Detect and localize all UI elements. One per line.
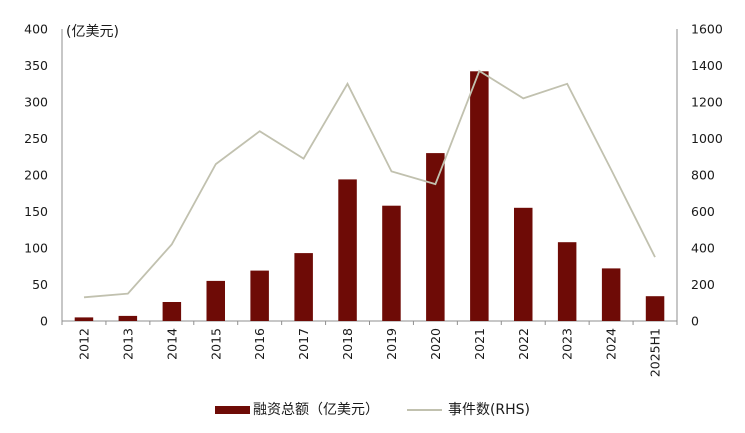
x-axis-label: 2024	[604, 328, 619, 360]
y-axis-label-right: 800	[691, 168, 715, 183]
x-axis-label: 2012	[76, 328, 91, 360]
bar-2019	[382, 205, 401, 321]
x-axis-label: 2022	[516, 328, 531, 360]
legend-bar-swatch	[214, 406, 250, 414]
bar-2018	[338, 179, 357, 321]
y-axis-label-left: 400	[24, 22, 48, 37]
legend-line-label: 事件数(RHS)	[447, 402, 531, 418]
y-axis-label-left: 300	[24, 95, 48, 110]
bar-2025H1	[645, 296, 665, 321]
legend-line-swatch	[406, 409, 442, 411]
y-axis-label-left: 350	[24, 58, 48, 73]
events-line	[83, 69, 656, 299]
y-axis-label-right: 400	[691, 241, 715, 256]
bar-2021	[470, 71, 489, 321]
y-axis-label-right: 1600	[691, 22, 723, 37]
y-axis-label-left: 50	[32, 277, 48, 292]
y-axis-label-left: 100	[24, 241, 48, 256]
y-axis-label-left: 150	[24, 204, 48, 219]
x-axis-label: 2019	[384, 328, 399, 360]
y-axis-label-left: 250	[24, 131, 48, 146]
y-axis-label-right: 600	[691, 204, 715, 219]
x-axis-label: 2021	[472, 328, 487, 360]
x-axis-label: 2025H1	[648, 328, 663, 377]
bar-2016	[250, 270, 269, 321]
y-axis-label-right: 1200	[691, 95, 723, 110]
x-axis-label: 2014	[164, 328, 179, 360]
x-axis-label: 2015	[208, 328, 223, 360]
bar-2017	[294, 253, 313, 321]
bar-2013	[118, 315, 138, 321]
y-axis-label-left: 200	[24, 168, 48, 183]
y-axis-label-left: 0	[40, 314, 48, 329]
y-axis-label-right: 0	[691, 314, 699, 329]
y-axis-label-right: 200	[691, 277, 715, 292]
bar-2014	[162, 302, 182, 321]
y-axis-label-right: 1000	[691, 131, 723, 146]
bar-2022	[514, 207, 533, 321]
bar-2020	[426, 153, 445, 321]
x-axis-label: 2013	[120, 328, 135, 360]
bar-2023	[557, 242, 577, 321]
bar-2024	[601, 268, 621, 321]
left-axis-unit-label: (亿美元)	[66, 24, 119, 40]
chart-canvas: 0 50 100 150 200 250 300 350 400 0 200 400 600 800 100…	[24, 22, 723, 378]
x-axis-label: 2023	[560, 328, 575, 360]
x-axis-label: 2016	[252, 328, 267, 360]
chart-legend: 融资总额（亿美元） 事件数(RHS)	[0, 401, 745, 419]
bar-2012	[74, 317, 94, 321]
legend-bar-label: 融资总额（亿美元）	[252, 402, 379, 418]
y-axis-label-right: 1400	[691, 58, 723, 73]
x-axis-label: 2020	[428, 328, 443, 360]
x-axis-label: 2018	[340, 328, 355, 360]
bar-2015	[206, 280, 225, 321]
x-axis-label: 2017	[296, 328, 311, 360]
